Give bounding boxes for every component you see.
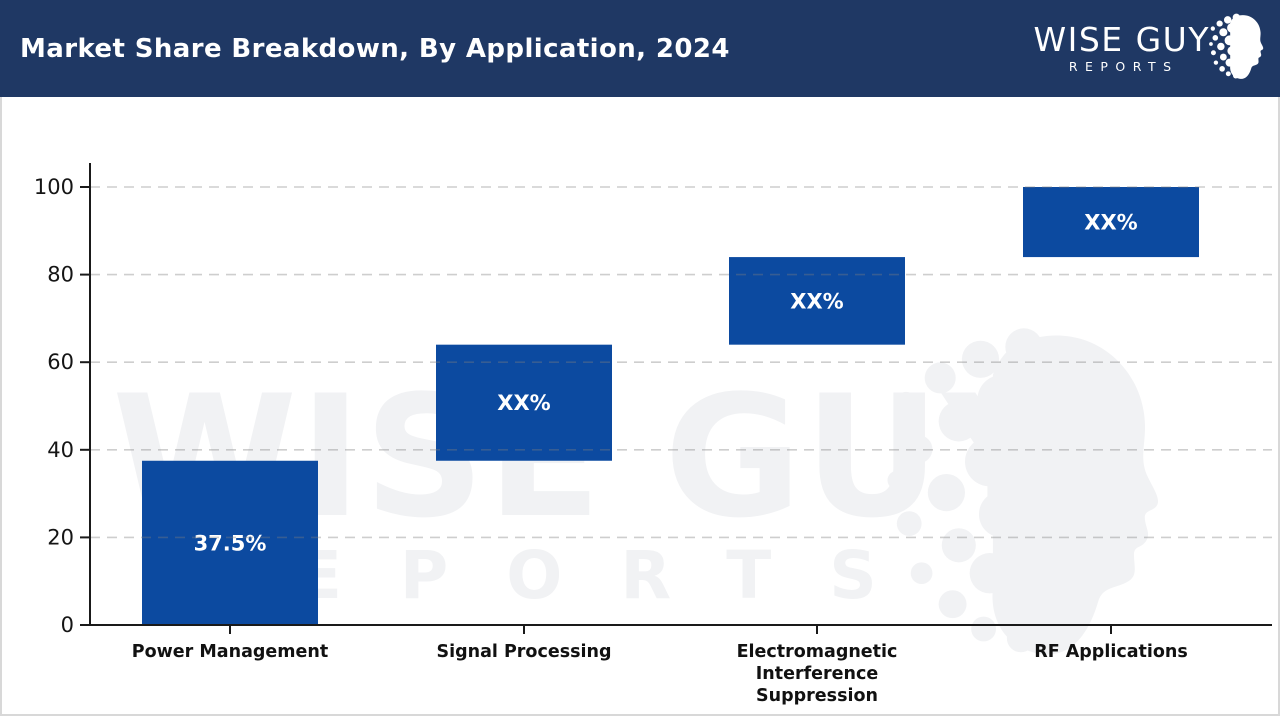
page-title: Market Share Breakdown, By Application, …: [20, 33, 730, 64]
y-tick-label-20: 20: [47, 525, 74, 549]
y-tick-label-60: 60: [47, 350, 74, 374]
category-label-electromagnetic-interference-suppression: Electromagnetic Interference Suppression: [737, 642, 898, 706]
brand-subtitle: REPORTS: [1068, 59, 1179, 74]
bar-electromagnetic-interference-suppression: [729, 257, 905, 345]
y-tick-label-80: 80: [47, 263, 74, 287]
category-label-power-management: Power Management: [132, 642, 328, 662]
y-tick-label-40: 40: [47, 438, 74, 462]
y-tick-label-0: 0: [61, 613, 74, 637]
bar-value-label-electromagnetic-interference-suppression: XX%: [790, 289, 843, 313]
brand-head-icon: [1209, 13, 1264, 79]
header: Market Share Breakdown, By Application, …: [0, 0, 1280, 97]
bar-value-label-rf-applications: XX%: [1084, 211, 1137, 235]
category-label-signal-processing: Signal Processing: [436, 642, 611, 662]
brand-logo-text: WISE GUY REPORTS: [1033, 23, 1210, 74]
brand-logo: WISE GUY REPORTS: [1033, 11, 1268, 87]
bar-value-label-power-management: 37.5%: [194, 531, 267, 555]
category-label-rf-applications: RF Applications: [1034, 642, 1188, 662]
brand-name: WISE GUY: [1033, 20, 1210, 59]
y-tick-label-100: 100: [34, 175, 74, 199]
bar-signal-processing: [436, 344, 612, 461]
bar-power-management: [142, 460, 318, 625]
bar-rf-applications: [1023, 187, 1199, 258]
bar-value-label-signal-processing: XX%: [497, 391, 550, 415]
